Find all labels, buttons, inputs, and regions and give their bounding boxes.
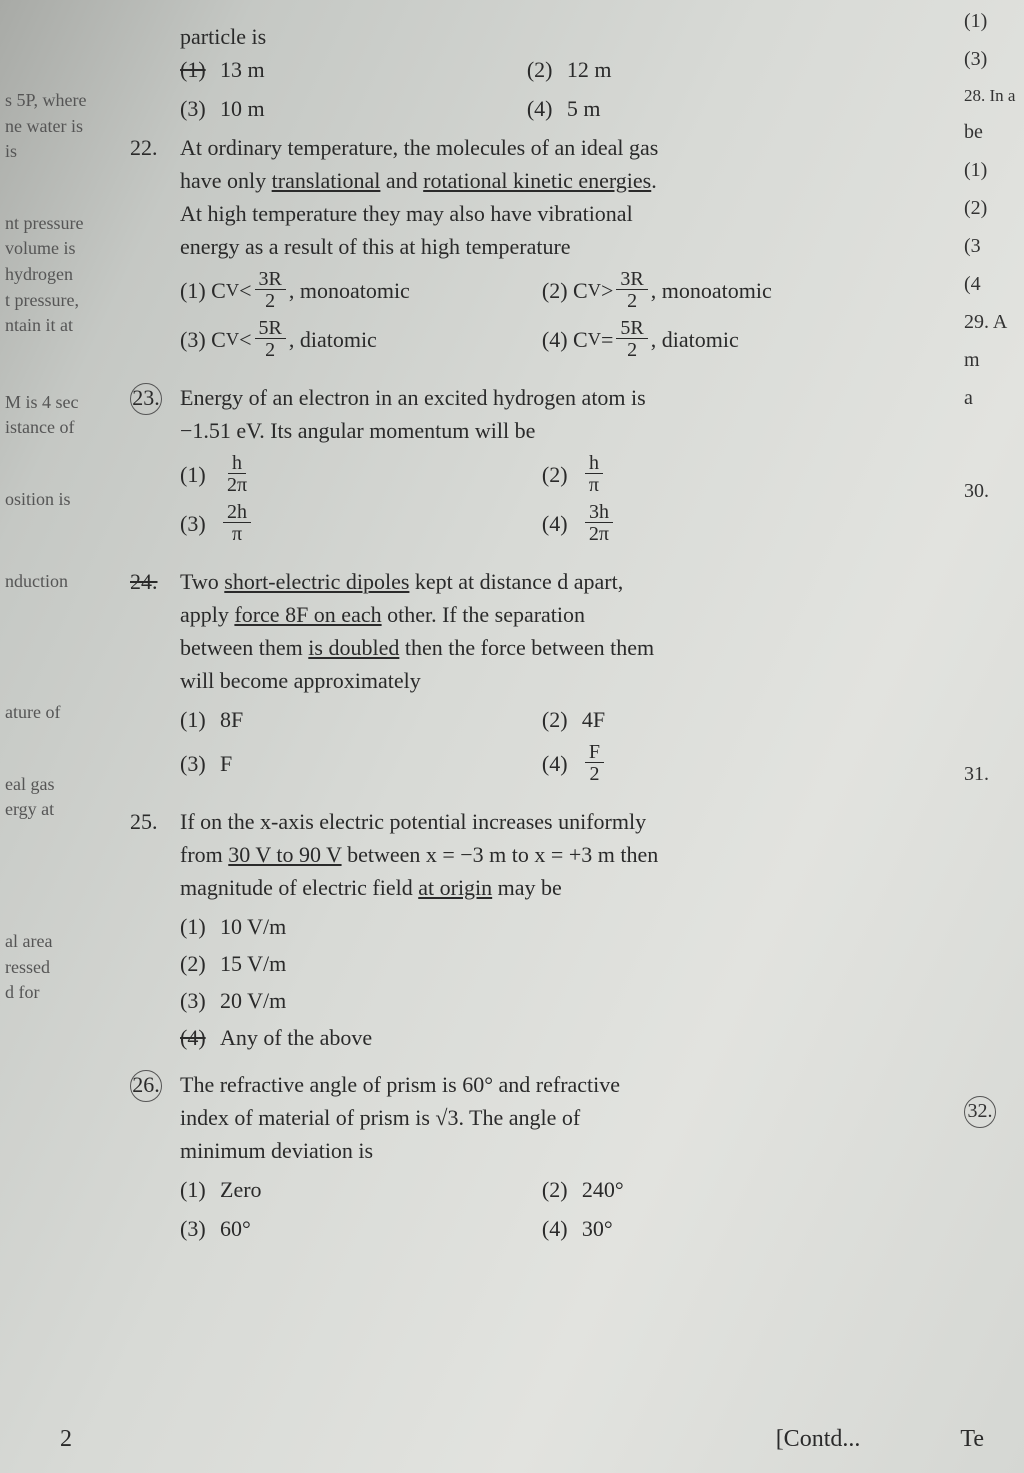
q24-opt4: (4)F2 xyxy=(542,742,904,785)
left-margin-fragments: s 5P, where ne water is is nt pressure v… xyxy=(0,0,110,1473)
footer-right-fragment: Te xyxy=(960,1426,984,1453)
margin-text: hydrogen xyxy=(5,264,105,286)
q24-opt2: (2)4F xyxy=(542,703,904,736)
right-text: (1) xyxy=(964,10,1019,33)
margin-text: d for xyxy=(5,982,105,1004)
q24-opt1: (1)8F xyxy=(180,703,542,736)
q22-num: 22. xyxy=(130,131,180,164)
margin-text: osition is xyxy=(5,489,105,511)
q21-opt2: (2)12 m xyxy=(527,53,874,86)
q25-options: (1)10 V/m (2)15 V/m (3)20 V/m (4)Any of … xyxy=(180,910,934,1054)
q26-text: The refractive angle of prism is 60° and… xyxy=(180,1068,934,1167)
margin-text: is xyxy=(5,141,105,163)
q23-num: 23. xyxy=(130,381,180,415)
q25-text: If on the x-axis electric potential incr… xyxy=(180,805,934,904)
right-text: (1) xyxy=(964,159,1019,182)
q26: 26. The refractive angle of prism is 60°… xyxy=(130,1068,934,1167)
q24-opt3: (3)F xyxy=(180,742,542,785)
q24-num: 24. xyxy=(130,565,180,598)
margin-text: ressed xyxy=(5,957,105,979)
q24-text: Two short-electric dipoles kept at dista… xyxy=(180,565,934,697)
q26-num: 26. xyxy=(130,1068,180,1102)
margin-text: nt pressure xyxy=(5,213,105,235)
q26-opt2: (2)240° xyxy=(542,1173,904,1206)
right-text: 31. xyxy=(964,763,1019,786)
contd-label: [Contd... xyxy=(776,1426,861,1453)
q22: 22. At ordinary temperature, the molecul… xyxy=(130,131,934,263)
margin-text: M is 4 sec xyxy=(5,392,105,414)
right-text: 30. xyxy=(964,480,1019,503)
margin-text: istance of xyxy=(5,417,105,439)
right-text: (4 xyxy=(964,273,1019,296)
q26-opt4: (4)30° xyxy=(542,1212,904,1245)
margin-text: ergy at xyxy=(5,799,105,821)
q23-opt1: (1)h2π xyxy=(180,453,542,496)
q21-label: particle is xyxy=(180,20,934,53)
right-text: (2) xyxy=(964,197,1019,220)
q22-opt3: (3) CV < 5R2, diatomic xyxy=(180,318,542,361)
page-number: 2 xyxy=(60,1426,72,1453)
q21-opt1: (1)13 m xyxy=(180,53,527,86)
q21-opt3: (3)10 m xyxy=(180,92,527,125)
right-text: be xyxy=(964,121,1019,144)
margin-text: ne water is xyxy=(5,116,105,138)
q25-opt1: (1)10 V/m xyxy=(180,910,934,943)
q24: 24. Two short-electric dipoles kept at d… xyxy=(130,565,934,697)
q21-options: (1)13 m (2)12 m (3)10 m (4)5 m xyxy=(180,53,934,131)
q26-options: (1)Zero (2)240° (3)60° (4)30° xyxy=(180,1173,934,1251)
margin-text: eal gas xyxy=(5,774,105,796)
q23-options: (1)h2π (2)hπ (3)2hπ (4)3h2π xyxy=(180,453,934,551)
q23-opt4: (4)3h2π xyxy=(542,502,904,545)
margin-text: s 5P, where xyxy=(5,90,105,112)
q26-opt3: (3)60° xyxy=(180,1212,542,1245)
margin-text: t pressure, xyxy=(5,290,105,312)
q25-opt4: (4)Any of the above xyxy=(180,1021,934,1054)
main-content: particle is (1)13 m (2)12 m (3)10 m (4)5… xyxy=(130,20,934,1251)
q23-text: Energy of an electron in an excited hydr… xyxy=(180,381,934,447)
right-text: 28. In a xyxy=(964,86,1019,106)
q25-opt2: (2)15 V/m xyxy=(180,947,934,980)
right-text: m xyxy=(964,349,1019,372)
right-column-fragments: (1) (3) 28. In a be (1) (2) (3 (4 29. A … xyxy=(964,10,1019,1143)
margin-text: nduction xyxy=(5,571,105,593)
margin-text: volume is xyxy=(5,238,105,260)
margin-text: al area xyxy=(5,931,105,953)
q22-text: At ordinary temperature, the molecules o… xyxy=(180,131,934,263)
right-text: 29. A xyxy=(964,311,1019,334)
q23-opt3: (3)2hπ xyxy=(180,502,542,545)
q24-options: (1)8F (2)4F (3)F (4)F2 xyxy=(180,703,934,791)
margin-text: ntain it at xyxy=(5,315,105,337)
q22-options: (1) CV < 3R2, monoatomic (2) CV > 3R2, m… xyxy=(180,269,934,367)
q22-opt2: (2) CV > 3R2, monoatomic xyxy=(542,269,904,312)
q22-opt4: (4) CV = 5R2, diatomic xyxy=(542,318,904,361)
right-text: 32. xyxy=(964,1096,996,1128)
q25-opt3: (3)20 V/m xyxy=(180,984,934,1017)
q26-opt1: (1)Zero xyxy=(180,1173,542,1206)
right-text: (3) xyxy=(964,48,1019,71)
right-text: a xyxy=(964,387,1019,410)
q25-num: 25. xyxy=(130,805,180,838)
q22-opt1: (1) CV < 3R2, monoatomic xyxy=(180,269,542,312)
q25: 25. If on the x-axis electric potential … xyxy=(130,805,934,904)
q21-opt4: (4)5 m xyxy=(527,92,874,125)
page-footer: 2 [Contd... Te xyxy=(0,1426,1024,1453)
q23-opt2: (2)hπ xyxy=(542,453,904,496)
margin-text: ature of xyxy=(5,702,105,724)
right-text: (3 xyxy=(964,235,1019,258)
q23: 23. Energy of an electron in an excited … xyxy=(130,381,934,447)
